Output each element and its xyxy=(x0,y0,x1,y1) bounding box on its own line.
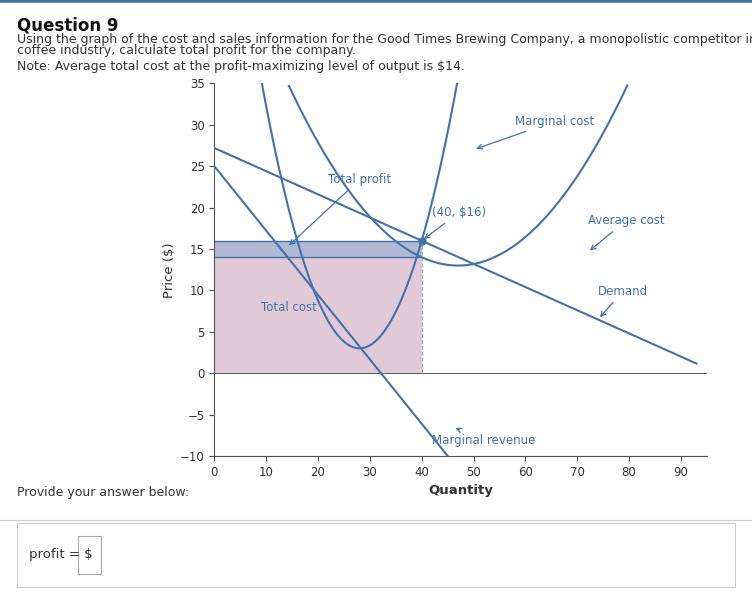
Text: profit = $: profit = $ xyxy=(29,548,93,561)
Text: Marginal revenue: Marginal revenue xyxy=(432,429,535,446)
Text: Total cost: Total cost xyxy=(261,301,317,314)
Bar xyxy=(214,241,422,257)
FancyBboxPatch shape xyxy=(77,536,101,574)
Bar xyxy=(214,257,422,373)
Text: Demand: Demand xyxy=(598,284,648,316)
Text: Total profit: Total profit xyxy=(290,173,392,244)
Text: Average cost: Average cost xyxy=(587,214,664,250)
Y-axis label: Price ($): Price ($) xyxy=(162,242,176,297)
Text: Question 9: Question 9 xyxy=(17,17,118,35)
Text: Note: Average total cost at the profit-maximizing level of output is $14.: Note: Average total cost at the profit-m… xyxy=(17,60,465,73)
X-axis label: Quantity: Quantity xyxy=(428,484,493,497)
Text: Using the graph of the cost and sales information for the Good Times Brewing Com: Using the graph of the cost and sales in… xyxy=(17,33,752,46)
Text: Marginal cost: Marginal cost xyxy=(478,115,594,149)
Text: coffee industry, calculate total profit for the company.: coffee industry, calculate total profit … xyxy=(17,44,355,57)
Text: Provide your answer below:: Provide your answer below: xyxy=(17,486,189,499)
Text: (40, $16): (40, $16) xyxy=(425,206,487,238)
